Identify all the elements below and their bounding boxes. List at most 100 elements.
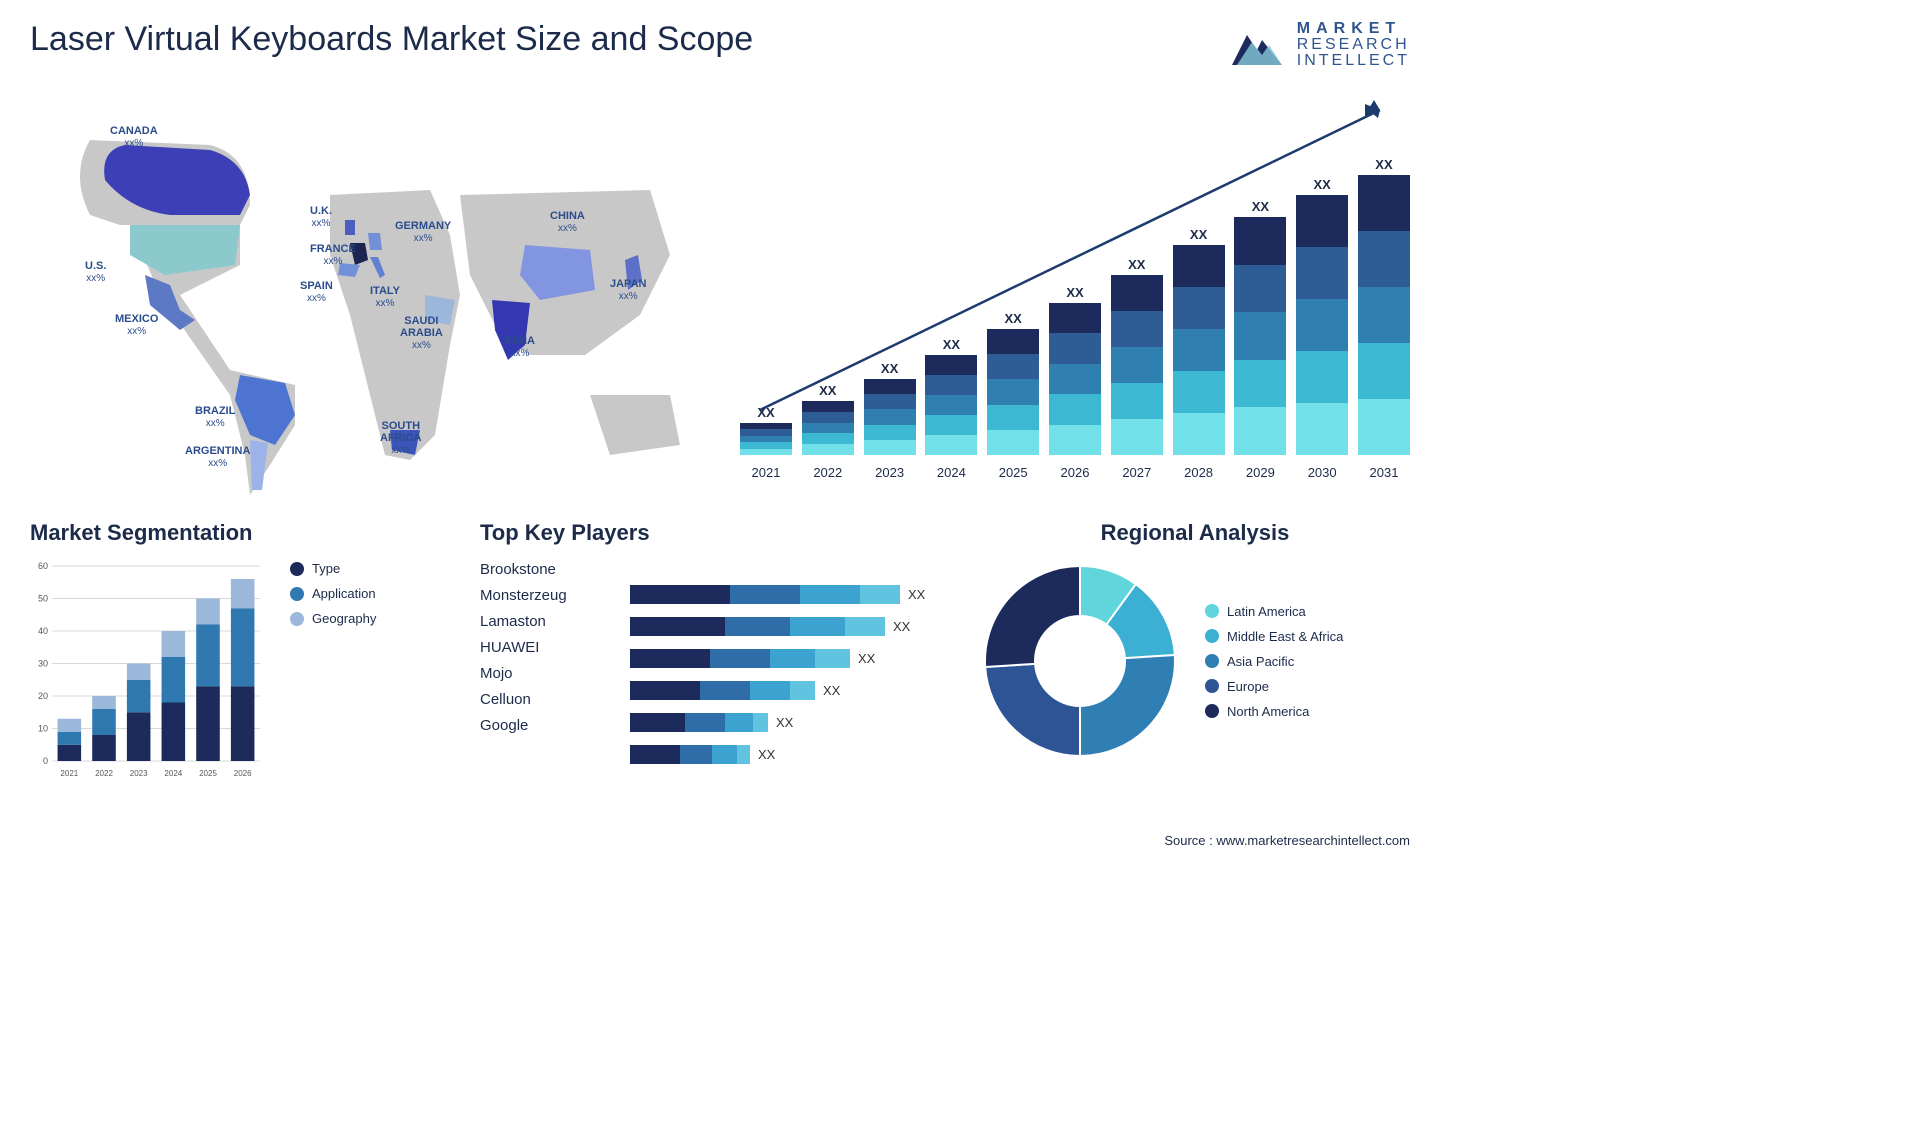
main-forecast-chart: XXXXXXXXXXXXXXXXXXXXXX 20212022202320242… bbox=[740, 100, 1410, 480]
page-title: Laser Virtual Keyboards Market Size and … bbox=[30, 20, 753, 59]
player-bar bbox=[630, 713, 768, 732]
regional-donut bbox=[980, 561, 1180, 761]
donut-seg-europe bbox=[985, 664, 1080, 756]
forecast-bar-value: XX bbox=[1314, 177, 1331, 192]
forecast-bar-value: XX bbox=[1005, 311, 1022, 326]
forecast-bar-2027: XX bbox=[1111, 275, 1163, 455]
map-label-germany: GERMANYxx% bbox=[395, 220, 451, 244]
forecast-year-label: 2031 bbox=[1358, 465, 1410, 480]
forecast-bar-2021: XX bbox=[740, 423, 792, 455]
map-country-uk bbox=[345, 220, 355, 235]
forecast-year-label: 2022 bbox=[802, 465, 854, 480]
map-label-japan: JAPANxx% bbox=[610, 278, 646, 302]
player-bar-row: XX bbox=[630, 681, 950, 700]
map-country-germany bbox=[368, 233, 382, 250]
regional-section: Regional Analysis Latin AmericaMiddle Ea… bbox=[980, 520, 1410, 800]
seg-bar-type bbox=[231, 686, 255, 761]
forecast-bar-seg bbox=[925, 395, 977, 415]
player-bar-seg bbox=[710, 649, 770, 668]
forecast-bar-2025: XX bbox=[987, 329, 1039, 455]
forecast-bar-seg bbox=[864, 440, 916, 455]
segmentation-section: Market Segmentation 01020304050602021202… bbox=[30, 520, 460, 800]
seg-bar-application bbox=[231, 608, 255, 686]
forecast-bar-seg bbox=[1358, 343, 1410, 399]
seg-bar-application bbox=[162, 657, 186, 703]
logo-line3: INTELLECT bbox=[1297, 53, 1410, 69]
player-bar-row: XX bbox=[630, 585, 950, 604]
forecast-bar-2026: XX bbox=[1049, 303, 1101, 455]
seg-bar-type bbox=[162, 703, 186, 762]
seg-bar-application bbox=[58, 732, 82, 745]
player-name-mojo: Mojo bbox=[480, 665, 600, 682]
player-bar-seg bbox=[630, 649, 710, 668]
forecast-bar-seg bbox=[864, 409, 916, 424]
forecast-bar-value: XX bbox=[1128, 257, 1145, 272]
player-bar-seg bbox=[630, 745, 680, 764]
legend-swatch bbox=[290, 587, 304, 601]
seg-legend-geography: Geography bbox=[290, 611, 376, 626]
player-bar-value: XX bbox=[858, 651, 875, 666]
forecast-bar-seg bbox=[802, 433, 854, 444]
player-bar bbox=[630, 745, 750, 764]
forecast-bar-seg bbox=[1296, 351, 1348, 403]
player-bar-seg bbox=[725, 617, 790, 636]
forecast-year-label: 2023 bbox=[864, 465, 916, 480]
map-label-france: FRANCExx% bbox=[310, 243, 356, 267]
forecast-bar-seg bbox=[740, 449, 792, 455]
forecast-bar-seg bbox=[1296, 403, 1348, 455]
svg-text:30: 30 bbox=[38, 659, 48, 669]
map-label-saudiarabia: SAUDIARABIAxx% bbox=[400, 315, 443, 351]
legend-label: North America bbox=[1227, 704, 1309, 719]
player-bar-value: XX bbox=[908, 587, 925, 602]
forecast-bar-seg bbox=[1173, 371, 1225, 413]
seg-bar-application bbox=[127, 680, 151, 713]
forecast-bar-seg bbox=[1234, 312, 1286, 360]
svg-text:20: 20 bbox=[38, 691, 48, 701]
forecast-bar-2031: XX bbox=[1358, 175, 1410, 455]
forecast-bar-seg bbox=[925, 355, 977, 375]
map-label-mexico: MEXICOxx% bbox=[115, 313, 158, 337]
player-bar bbox=[630, 649, 850, 668]
svg-text:2025: 2025 bbox=[199, 769, 217, 778]
seg-bar-geography bbox=[58, 719, 82, 732]
forecast-bar-seg bbox=[1234, 407, 1286, 455]
forecast-bar-seg bbox=[1173, 287, 1225, 329]
seg-bar-geography bbox=[231, 579, 255, 608]
seg-bar-type bbox=[58, 745, 82, 761]
regional-legend-latin-america: Latin America bbox=[1205, 604, 1343, 619]
forecast-bar-seg bbox=[1234, 360, 1286, 408]
logo-line2: RESEARCH bbox=[1297, 37, 1410, 53]
player-bars: XXXXXXXXXXXX bbox=[630, 561, 950, 764]
forecast-bar-seg bbox=[1111, 383, 1163, 419]
forecast-bar-seg bbox=[864, 425, 916, 440]
forecast-bar-seg bbox=[1234, 265, 1286, 313]
map-label-uk: U.K.xx% bbox=[310, 205, 332, 229]
regional-legend-north-america: North America bbox=[1205, 704, 1343, 719]
forecast-bar-seg bbox=[1358, 231, 1410, 287]
forecast-bar-seg bbox=[1049, 333, 1101, 363]
forecast-bar-seg bbox=[1296, 299, 1348, 351]
forecast-year-label: 2027 bbox=[1111, 465, 1163, 480]
player-bar bbox=[630, 681, 815, 700]
forecast-bar-seg bbox=[1049, 425, 1101, 455]
forecast-bar-value: XX bbox=[1066, 285, 1083, 300]
donut-seg-asia-pacific bbox=[1080, 655, 1175, 756]
legend-label: Asia Pacific bbox=[1227, 654, 1294, 669]
forecast-bar-value: XX bbox=[819, 383, 836, 398]
player-bar-row: XX bbox=[630, 649, 950, 668]
player-bar-seg bbox=[737, 745, 750, 764]
player-name-list: BrookstoneMonsterzeugLamastonHUAWEIMojoC… bbox=[480, 561, 600, 734]
segmentation-title: Market Segmentation bbox=[30, 520, 460, 546]
forecast-year-label: 2030 bbox=[1296, 465, 1348, 480]
svg-text:60: 60 bbox=[38, 561, 48, 571]
legend-swatch bbox=[1205, 629, 1219, 643]
seg-bar-type bbox=[127, 712, 151, 761]
svg-text:2023: 2023 bbox=[130, 769, 148, 778]
logo-icon bbox=[1227, 20, 1287, 70]
regional-legend-europe: Europe bbox=[1205, 679, 1343, 694]
forecast-bar-seg bbox=[864, 394, 916, 409]
legend-swatch bbox=[290, 612, 304, 626]
legend-label: Geography bbox=[312, 611, 376, 626]
svg-text:2022: 2022 bbox=[95, 769, 113, 778]
forecast-bar-seg bbox=[1049, 394, 1101, 424]
